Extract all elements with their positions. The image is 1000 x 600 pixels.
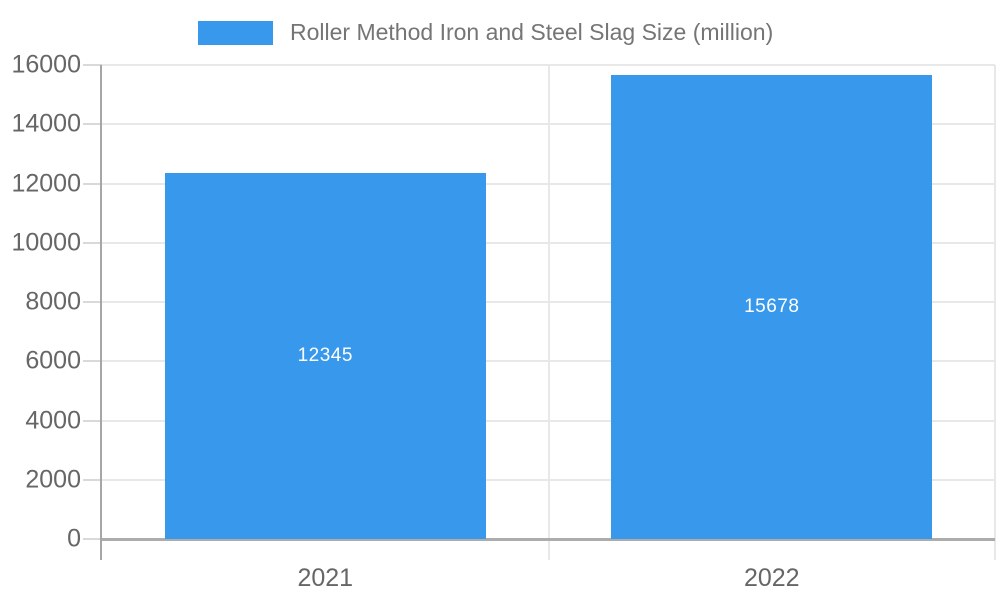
x-gridline: [547, 65, 550, 560]
y-tick-label: 14000: [11, 109, 81, 138]
y-tick-label: 10000: [11, 228, 81, 257]
y-tick-label: 6000: [25, 346, 81, 375]
chart-legend: Roller Method Iron and Steel Slag Size (…: [198, 19, 773, 46]
y-axis-tick: [83, 478, 102, 481]
y-tick-label: 4000: [25, 406, 81, 434]
y-axis-tick: [83, 64, 102, 66]
legend-swatch: [198, 20, 273, 45]
plot-area: 0 2000 4000 6000 8000 10000 12000 14000 16000 123…: [11, 51, 996, 592]
y-axis-tick: [83, 301, 102, 303]
bar-2022: 15678: [611, 74, 933, 539]
x-gridline: [994, 65, 996, 560]
y-axis-tick: [83, 241, 102, 244]
y-axis-tick: [83, 182, 102, 185]
bar-value-label: 15678: [744, 295, 800, 317]
y-axis-line: [100, 65, 102, 560]
y-tick-label: 12000: [11, 169, 81, 197]
y-axis-tick: [83, 360, 102, 363]
x-axis-line: [102, 538, 995, 541]
y-tick-label: 0: [67, 524, 81, 553]
y-axis-tick: [83, 419, 102, 422]
legend-label: Roller Method Iron and Steel Slag Size (…: [290, 19, 774, 45]
y-tick-label: 8000: [25, 287, 81, 316]
x-tick-label: 2021: [297, 564, 354, 592]
x-tick-label: 2022: [743, 564, 800, 592]
bar-2021: 12345: [164, 173, 486, 539]
y-axis-tick: [83, 538, 102, 540]
y-axis-tick: [83, 123, 102, 126]
bar-value-label: 12345: [297, 345, 353, 367]
y-tick-label: 16000: [11, 50, 81, 79]
y-tick-label: 2000: [25, 465, 81, 494]
